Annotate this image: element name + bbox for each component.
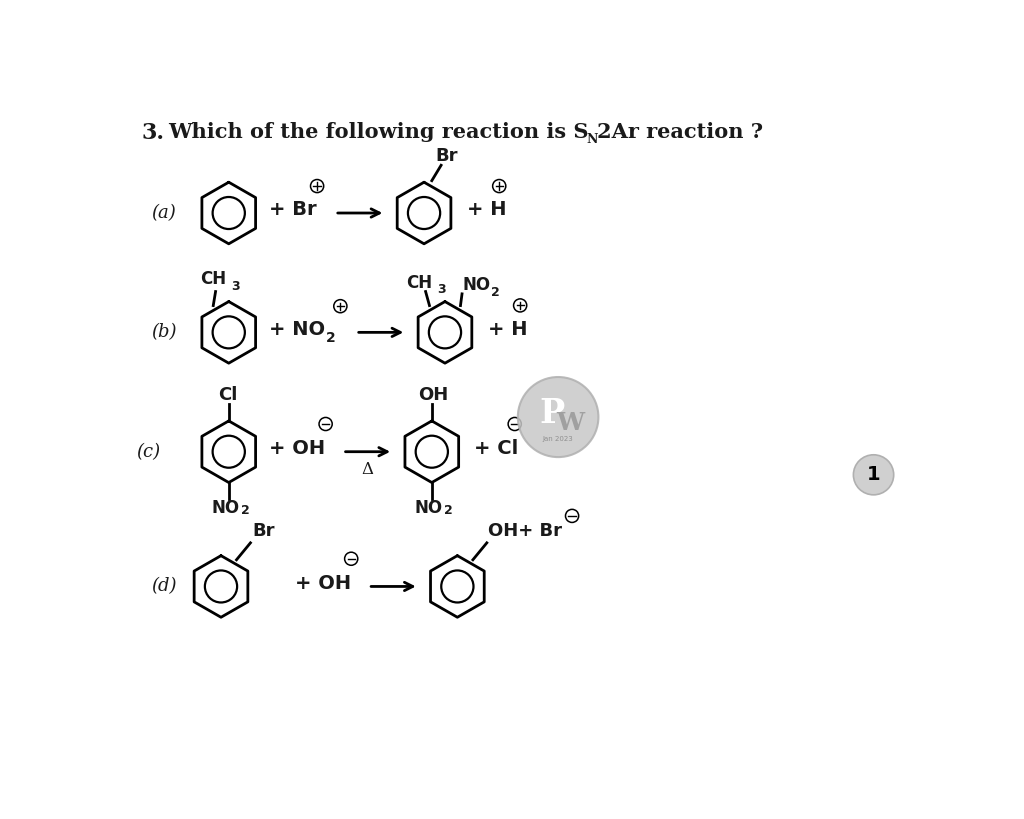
Text: Δ: Δ (361, 461, 374, 478)
Circle shape (518, 377, 598, 457)
Text: NO: NO (212, 500, 240, 518)
Text: (a): (a) (152, 204, 176, 222)
Text: + NO: + NO (269, 319, 326, 339)
Text: Jan 2023: Jan 2023 (543, 436, 573, 441)
Text: CH: CH (407, 274, 432, 292)
Text: OH: OH (418, 386, 449, 404)
Text: 2: 2 (444, 504, 453, 517)
Text: + OH: + OH (295, 574, 351, 593)
Text: NO: NO (462, 276, 490, 294)
Text: + Br: + Br (269, 201, 316, 219)
Text: Cl: Cl (218, 386, 238, 404)
Text: + H: + H (487, 319, 527, 339)
Text: 2: 2 (492, 287, 501, 299)
Text: 2: 2 (241, 504, 250, 517)
Text: 2: 2 (326, 331, 336, 345)
Text: (b): (b) (152, 324, 177, 342)
Text: 3: 3 (231, 280, 240, 293)
Text: Br: Br (252, 522, 274, 540)
Text: (c): (c) (136, 443, 160, 461)
Text: + H: + H (467, 201, 506, 219)
Text: NO: NO (415, 500, 442, 518)
Text: + Cl: + Cl (474, 439, 519, 458)
Text: Which of the following reaction is S: Which of the following reaction is S (168, 122, 589, 143)
Circle shape (853, 455, 894, 495)
Text: N: N (587, 133, 598, 146)
Text: P: P (540, 396, 564, 430)
Text: 2Ar reaction ?: 2Ar reaction ? (597, 122, 763, 143)
Text: W: W (556, 411, 585, 435)
Text: 3.: 3. (142, 122, 165, 144)
Text: OH+ Br: OH+ Br (488, 522, 562, 540)
Text: 3: 3 (437, 283, 445, 296)
Text: (d): (d) (152, 577, 177, 595)
Text: CH: CH (200, 270, 226, 288)
Text: Br: Br (435, 147, 458, 165)
Text: + OH: + OH (269, 439, 326, 458)
Text: 1: 1 (866, 465, 881, 484)
